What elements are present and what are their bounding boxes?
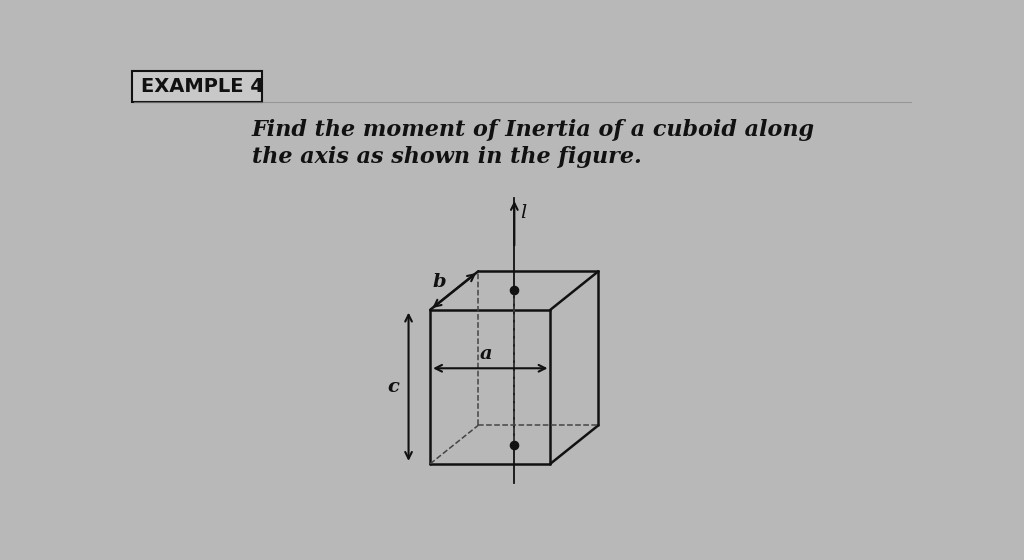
Text: l: l: [520, 204, 526, 222]
Text: Find the moment of Inertia of a cuboid along: Find the moment of Inertia of a cuboid a…: [252, 119, 815, 141]
FancyBboxPatch shape: [132, 71, 262, 102]
Point: [506, 440, 522, 449]
Point: [506, 286, 522, 295]
Text: a: a: [480, 345, 493, 363]
Text: c: c: [387, 378, 399, 396]
Text: EXAMPLE 4: EXAMPLE 4: [141, 77, 264, 96]
Text: the axis as shown in the figure.: the axis as shown in the figure.: [252, 146, 642, 169]
Text: b: b: [432, 273, 446, 291]
